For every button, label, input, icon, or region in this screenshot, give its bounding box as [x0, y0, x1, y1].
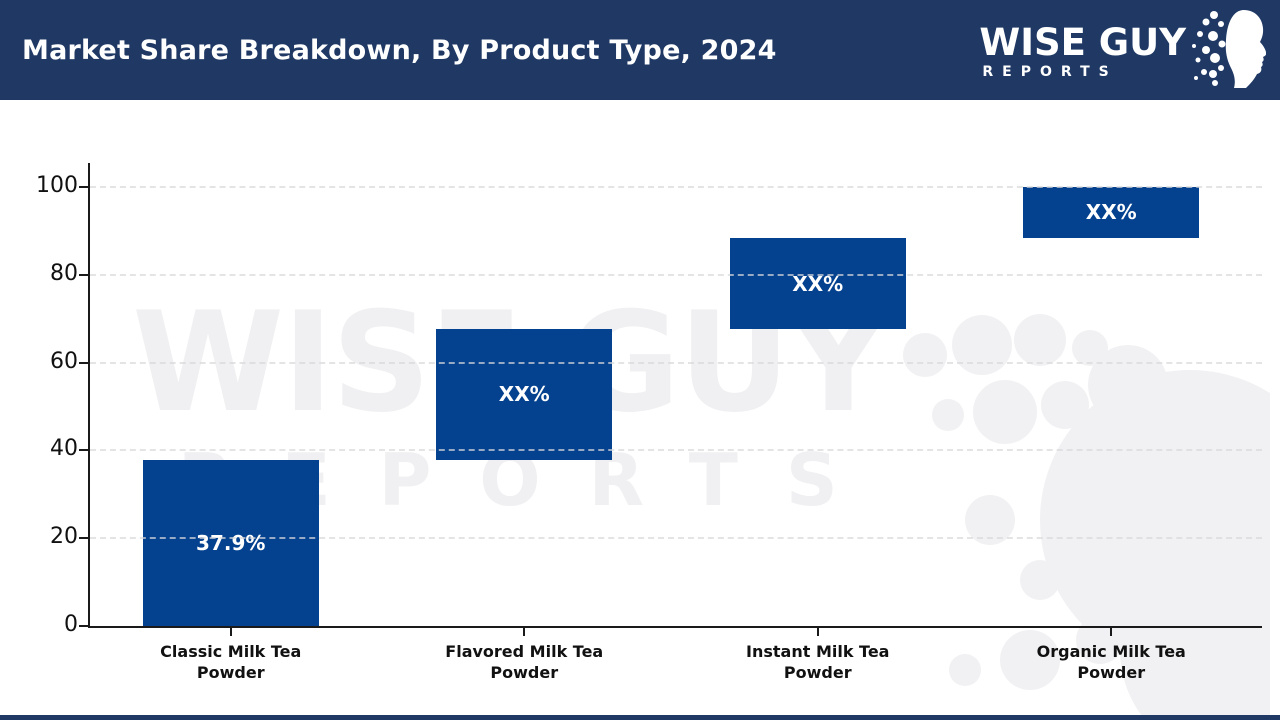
- y-tick: [79, 361, 88, 364]
- bar-value-label: XX%: [498, 382, 550, 407]
- x-tick: [1110, 628, 1113, 636]
- y-gridline: [90, 361, 1262, 364]
- x-tick: [816, 628, 819, 636]
- y-tick-label: 80: [50, 260, 78, 286]
- x-category-label: Instant Milk Tea Powder: [746, 642, 890, 682]
- bar-value-label: 37.9%: [196, 530, 266, 555]
- y-tick-label: 100: [36, 173, 78, 198]
- y-gridline: [90, 186, 1262, 188]
- y-tick: [79, 449, 88, 452]
- bar: XX%: [729, 237, 906, 330]
- bar-value-label: XX%: [1085, 200, 1137, 225]
- bar: XX%: [436, 329, 613, 460]
- logo-head-icon: [1188, 8, 1267, 94]
- x-category-label: Organic Milk Tea Powder: [1036, 642, 1186, 682]
- x-tick: [229, 628, 232, 636]
- x-category-label: Classic Milk Tea Powder: [160, 642, 302, 682]
- y-tick-label: 60: [50, 348, 78, 374]
- y-tick-label: 20: [50, 524, 78, 550]
- bar: 37.9%: [142, 459, 319, 626]
- y-tick-label: 0: [64, 612, 78, 637]
- y-gridline: [90, 273, 1262, 276]
- header-bar: Market Share Breakdown, By Product Type,…: [0, 0, 1280, 100]
- wise-guy-logo: WISE GUY REPORTS: [979, 8, 1267, 94]
- y-gridline: [90, 449, 1262, 452]
- y-tick: [79, 273, 88, 276]
- x-tick: [523, 628, 526, 636]
- logo-subtitle: REPORTS: [982, 63, 1118, 80]
- footer-bar: [0, 715, 1280, 720]
- x-category-label: Flavored Milk Tea Powder: [445, 642, 604, 682]
- logo-text: WISE GUY REPORTS: [979, 20, 1186, 80]
- y-tick: [79, 537, 88, 540]
- bar: XX%: [1023, 187, 1200, 238]
- y-axis-spine: [88, 163, 90, 627]
- y-tick: [79, 186, 88, 188]
- y-tick: [79, 625, 88, 627]
- x-axis-spine: [88, 626, 1262, 628]
- logo-wordmark: WISE GUY: [979, 20, 1186, 64]
- y-tick-label: 40: [50, 436, 78, 462]
- page-title: Market Share Breakdown, By Product Type,…: [22, 34, 777, 66]
- y-gridline: [90, 537, 1262, 540]
